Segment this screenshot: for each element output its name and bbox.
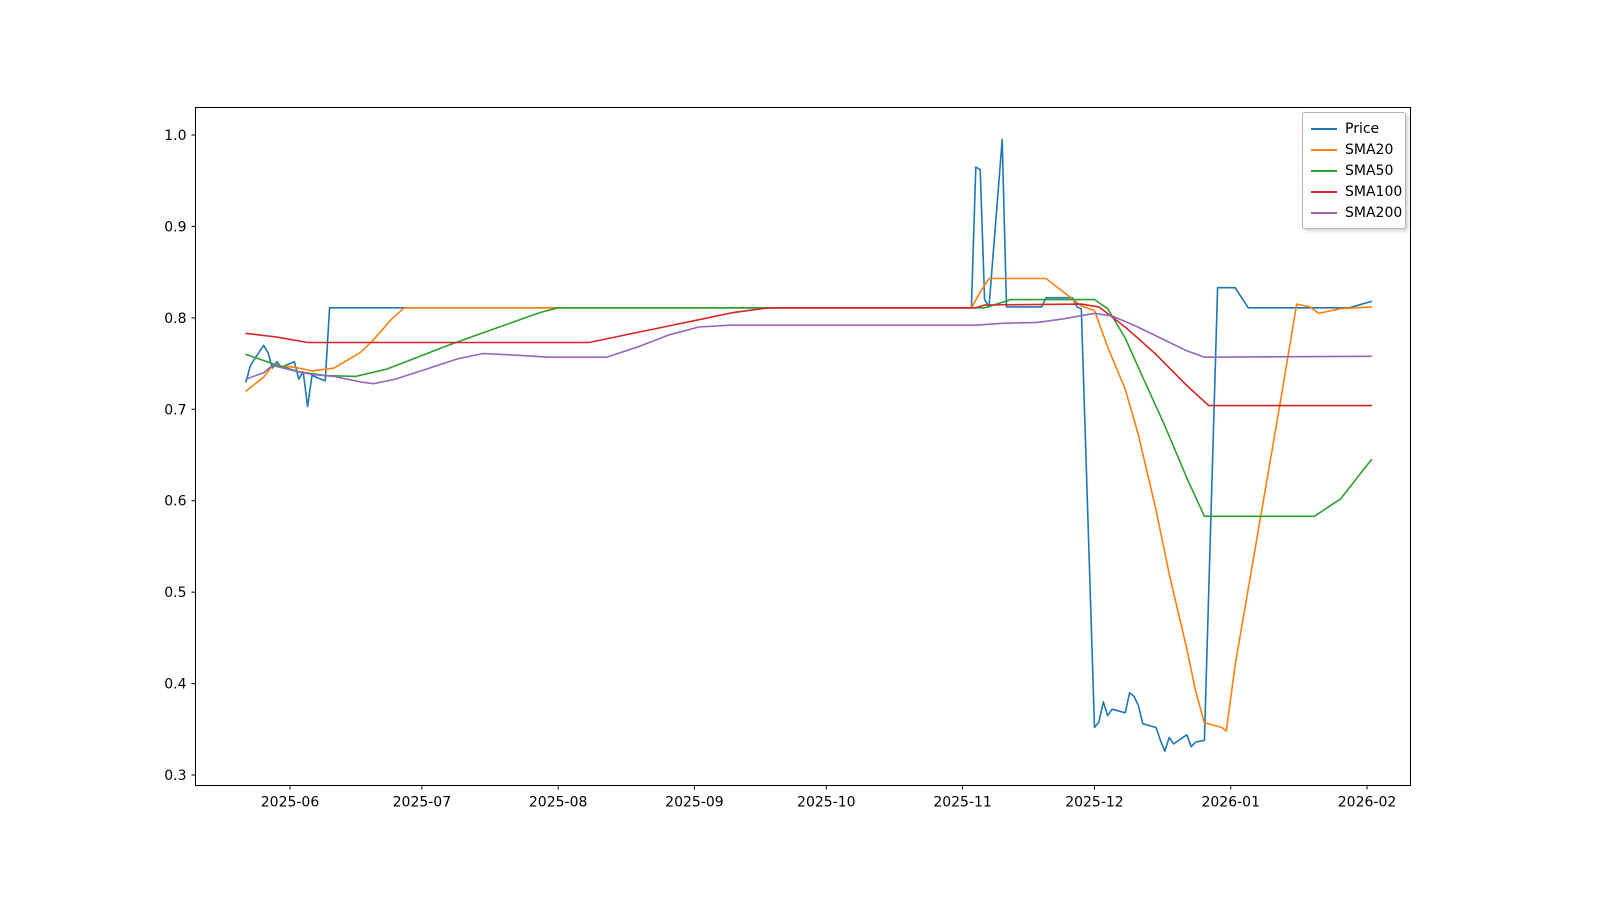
y-tick-label: 0.3 <box>164 768 186 784</box>
y-tick-label: 0.7 <box>164 402 186 418</box>
x-tick-label: 2025-09 <box>665 795 724 811</box>
legend-item-price: Price <box>1311 118 1397 139</box>
x-tick-label: 2025-12 <box>1065 795 1124 811</box>
legend-item-sma20: SMA20 <box>1311 139 1397 160</box>
series-line-sma50 <box>245 298 1373 518</box>
series-line-price <box>245 138 1373 753</box>
x-tick-label: 2026-02 <box>1338 795 1397 811</box>
x-tick-label: 2026-01 <box>1201 795 1260 811</box>
legend-swatch-3 <box>1311 190 1337 193</box>
x-tick-label: 2025-07 <box>393 795 452 811</box>
legend-item-sma200: SMA200 <box>1311 202 1402 223</box>
y-tick-label: 0.9 <box>164 219 186 235</box>
legend-label-sma20: SMA20 <box>1345 141 1394 158</box>
legend-swatch-4 <box>1311 211 1337 214</box>
y-tick-label: 0.5 <box>164 585 186 601</box>
y-tick-label: 1.0 <box>164 128 186 144</box>
series-line-sma20 <box>245 277 1373 732</box>
series-line-sma100 <box>245 303 1373 407</box>
legend-swatch-1 <box>1311 148 1337 151</box>
x-tick-label: 2025-11 <box>933 795 992 811</box>
legend-item-sma100: SMA100 <box>1311 181 1402 202</box>
series-line-sma200 <box>245 312 1373 385</box>
legend-label-sma100: SMA100 <box>1345 183 1403 200</box>
x-tick-label: 2025-06 <box>261 795 320 811</box>
x-tick-label: 2025-10 <box>797 795 856 811</box>
legend-label-price: Price <box>1345 120 1380 137</box>
legend-label-sma200: SMA200 <box>1345 204 1403 221</box>
plot-border <box>195 107 1411 786</box>
x-tick-label: 2025-08 <box>529 795 588 811</box>
legend-label-sma50: SMA50 <box>1345 162 1394 179</box>
legend-item-sma50: SMA50 <box>1311 160 1397 181</box>
y-tick-label: 0.8 <box>164 311 186 327</box>
legend-swatch-0 <box>1311 127 1337 130</box>
legend-swatch-2 <box>1311 169 1337 172</box>
y-tick-label: 0.4 <box>164 677 186 693</box>
legend: Price SMA20 SMA50 SMA100 SMA200 <box>1302 112 1406 229</box>
y-tick-label: 0.6 <box>164 494 186 510</box>
